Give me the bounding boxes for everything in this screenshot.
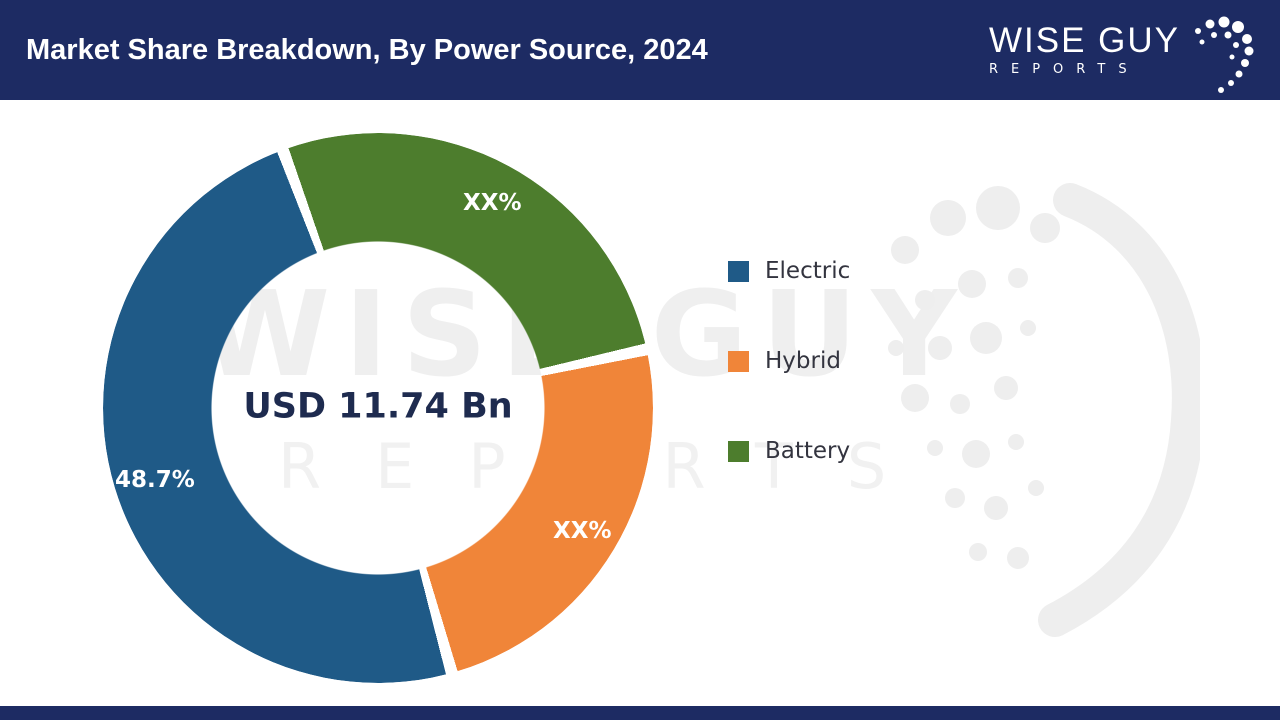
brand-logo: WISE GUY REPORTS: [988, 16, 1254, 93]
donut-ring: [103, 133, 653, 683]
header-bar: Market Share Breakdown, By Power Source,…: [0, 0, 1280, 100]
logo-subtext: REPORTS: [988, 62, 1140, 78]
legend-swatch-battery: [728, 440, 749, 462]
legend-label-hybrid: Hybrid: [765, 348, 841, 374]
logo-head-icon: [1195, 16, 1254, 93]
donut-center-label: USD 11.74 Bn: [243, 386, 513, 427]
legend-item-electric: Electric: [728, 258, 850, 284]
segment-label-battery: XX%: [463, 190, 522, 216]
legend-swatch-hybrid: [728, 350, 749, 372]
chart-legend: Electric Hybrid Battery: [728, 258, 850, 464]
chart-area: WISE GUY REPORTS USD 11.74 Bn 48.7% XX% …: [0, 100, 1280, 706]
legend-item-hybrid: Hybrid: [728, 348, 850, 374]
legend-label-electric: Electric: [765, 258, 851, 284]
logo-wordmark: WISE GUY: [988, 20, 1180, 60]
legend-label-battery: Battery: [765, 438, 851, 464]
page-title: Market Share Breakdown, By Power Source,…: [26, 33, 708, 66]
footer-bar: [0, 706, 1280, 720]
segment-label-hybrid: XX%: [553, 518, 612, 544]
legend-swatch-electric: [728, 260, 749, 282]
watermark-head-icon: [888, 183, 1200, 637]
legend-item-battery: Battery: [728, 438, 850, 464]
donut-chart: USD 11.74 Bn 48.7% XX% XX%: [103, 133, 653, 683]
segment-label-electric: 48.7%: [115, 467, 195, 493]
